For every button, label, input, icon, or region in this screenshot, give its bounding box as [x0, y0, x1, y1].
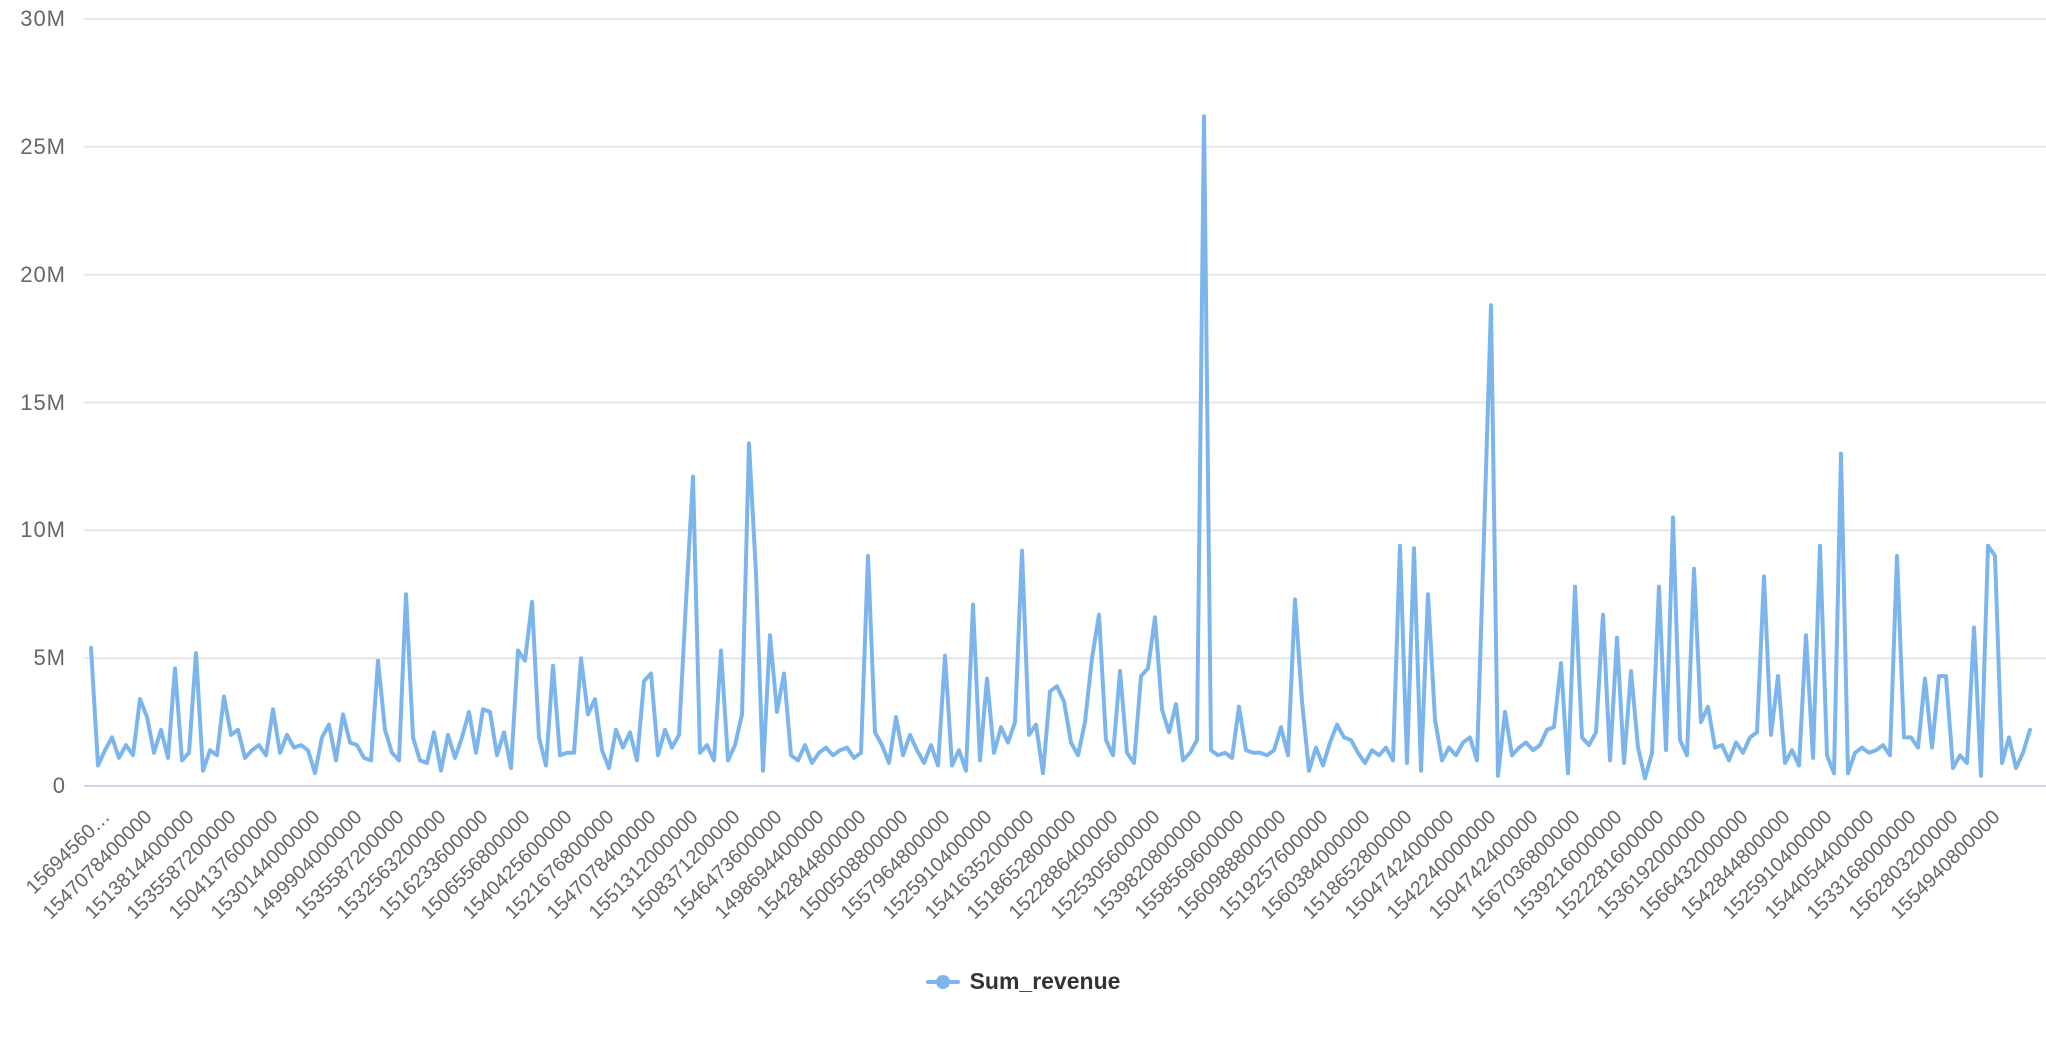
y-axis-label: 25M [20, 133, 66, 159]
y-axis-label: 15M [20, 389, 66, 415]
legend-item-sum-revenue[interactable]: Sum_revenue [0, 968, 2046, 995]
legend-line-marker-icon [925, 974, 960, 989]
y-axis-label: 5M [33, 645, 66, 671]
y-axis-label: 30M [20, 6, 66, 31]
y-axis-label: 0 [52, 773, 66, 798]
legend-label: Sum_revenue [969, 968, 1121, 994]
y-axis-label: 10M [20, 517, 66, 543]
y-axis-label: 20M [20, 261, 66, 287]
